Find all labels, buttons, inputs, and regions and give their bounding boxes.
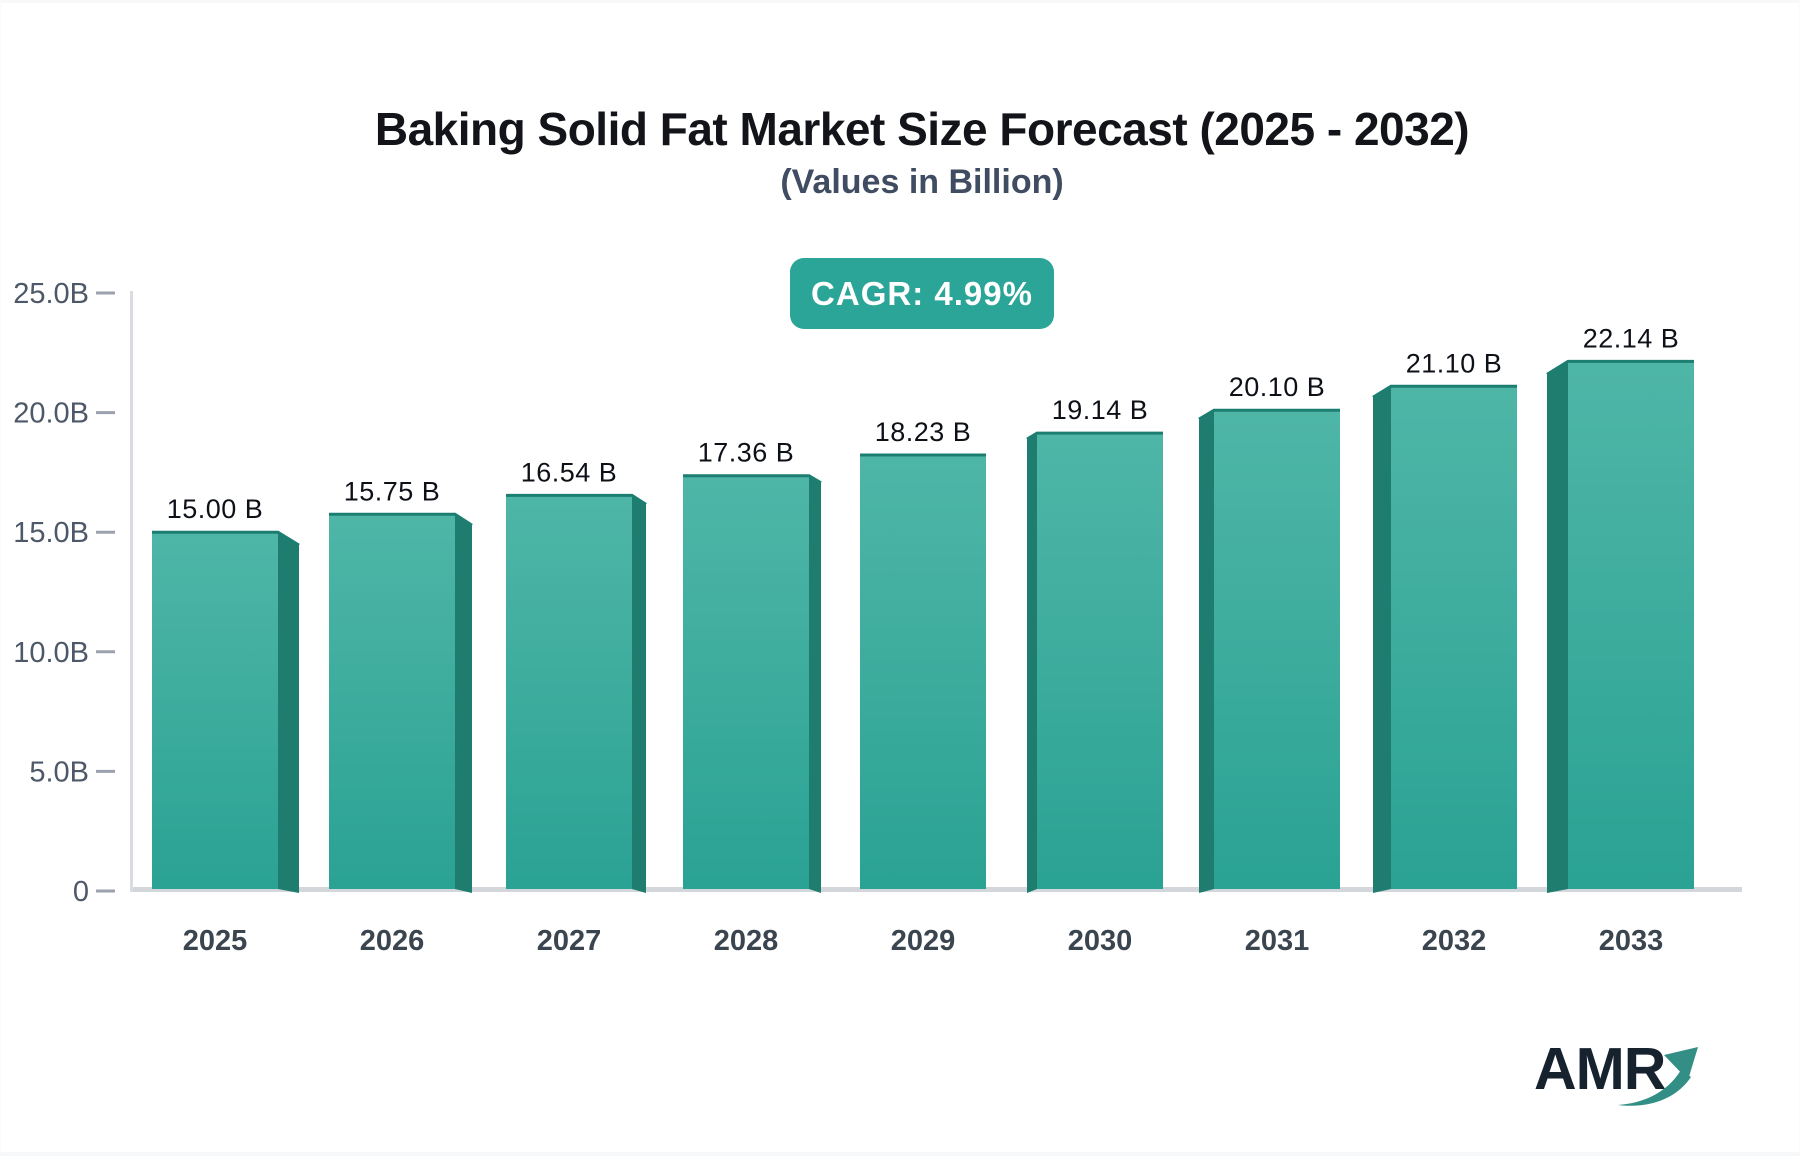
bar-side-face [632, 495, 646, 893]
bar-group-2026: 15.75 B [329, 476, 473, 893]
x-category-label: 2029 [891, 925, 956, 957]
bar-group-2032: 21.10 B [1372, 348, 1517, 893]
y-tick-label: 25.0B [13, 278, 89, 310]
y-tick-label: 10.0B [13, 637, 89, 669]
bar-top-edge [152, 530, 300, 547]
bar-value-label: 15.75 B [344, 476, 441, 506]
bar-front-face [1214, 410, 1340, 889]
bar-group-2033: 22.14 B [1546, 323, 1694, 893]
bar-front-face [329, 514, 455, 889]
bar-group-2030: 19.14 B [1026, 395, 1163, 893]
bar-group-2029: 18.23 B [860, 417, 986, 889]
x-category-label: 2027 [537, 925, 602, 957]
bar-top-edge [1026, 431, 1163, 441]
x-category-label: 2030 [1068, 925, 1133, 957]
bar-value-label: 18.23 B [875, 417, 972, 447]
bar-top-edge [1546, 359, 1694, 376]
bar-top-edge [506, 493, 647, 506]
y-tick-label: 15.0B [13, 517, 89, 549]
bar-top-edge [683, 474, 822, 485]
x-category-label: 2026 [360, 925, 425, 957]
bar-front-face [1391, 386, 1517, 889]
axes [96, 291, 1742, 893]
bar-value-label: 15.00 B [167, 494, 264, 524]
bar-top-edge [1198, 408, 1340, 421]
x-category-label: 2031 [1245, 925, 1310, 957]
bar-top-edge [1372, 384, 1517, 399]
bar-group-2025: 15.00 B [152, 494, 300, 893]
growth-arrow-icon [1618, 1047, 1698, 1106]
x-category-label: 2025 [183, 925, 248, 957]
bar-group-2027: 16.54 B [506, 457, 647, 893]
cagr-badge-label: CAGR: 4.99% [811, 274, 1033, 312]
x-axis-line [130, 887, 1742, 892]
y-tick-label: 20.0B [13, 398, 89, 430]
bar-top-edge [329, 512, 473, 527]
bar-side-face [1027, 433, 1037, 893]
chart-subtitle: (Values in Billion) [780, 163, 1064, 201]
bar-front-face [1037, 433, 1163, 889]
x-category-label: 2033 [1599, 925, 1664, 957]
bar-side-face [278, 532, 299, 893]
bar-value-label: 16.54 B [521, 457, 618, 487]
axis-labels: 0 5.0B 10.0B 15.0B 20.0B 25.0B 2025 2026 2027 202… [13, 278, 1663, 957]
bar-front-face [683, 475, 809, 889]
bar-value-label: 21.10 B [1406, 348, 1503, 378]
bar-side-face [1547, 361, 1568, 893]
bar-side-face [455, 514, 472, 893]
cagr-badge: CAGR: 4.99% [790, 258, 1054, 329]
bar-value-label: 22.14 B [1583, 323, 1680, 353]
x-category-label: 2032 [1422, 925, 1487, 957]
bar-front-face [506, 495, 632, 889]
bar-group-2031: 20.10 B [1198, 372, 1340, 893]
bar-front-face [860, 454, 986, 889]
bar-series: 15.00 B 15.75 B 16.54 B 17.36 B 18.23 B 19.14… [152, 323, 1694, 893]
bar-group-2028: 17.36 B [683, 438, 822, 893]
bar-front-face [152, 532, 278, 889]
bar-front-face [1568, 361, 1694, 889]
x-category-label: 2028 [714, 925, 779, 957]
chart-title: Baking Solid Fat Market Size Forecast (2… [374, 103, 1470, 155]
y-tick-label: 0 [73, 876, 89, 908]
chart-canvas: 15.00 B 15.75 B 16.54 B 17.36 B 18.23 B 19.14… [13, 278, 1742, 957]
logo: AMR [1534, 1039, 1744, 1129]
bar-value-label: 19.14 B [1052, 395, 1149, 425]
y-axis-line [130, 291, 133, 892]
logo-text: AMR [1534, 1036, 1666, 1102]
bar-value-label: 20.10 B [1229, 372, 1326, 402]
y-tick-label: 5.0B [29, 756, 89, 788]
bar-side-face [1199, 410, 1214, 893]
bar-value-label: 17.36 B [698, 438, 795, 468]
bar-side-face [1373, 386, 1391, 893]
bar-side-face [809, 475, 821, 893]
